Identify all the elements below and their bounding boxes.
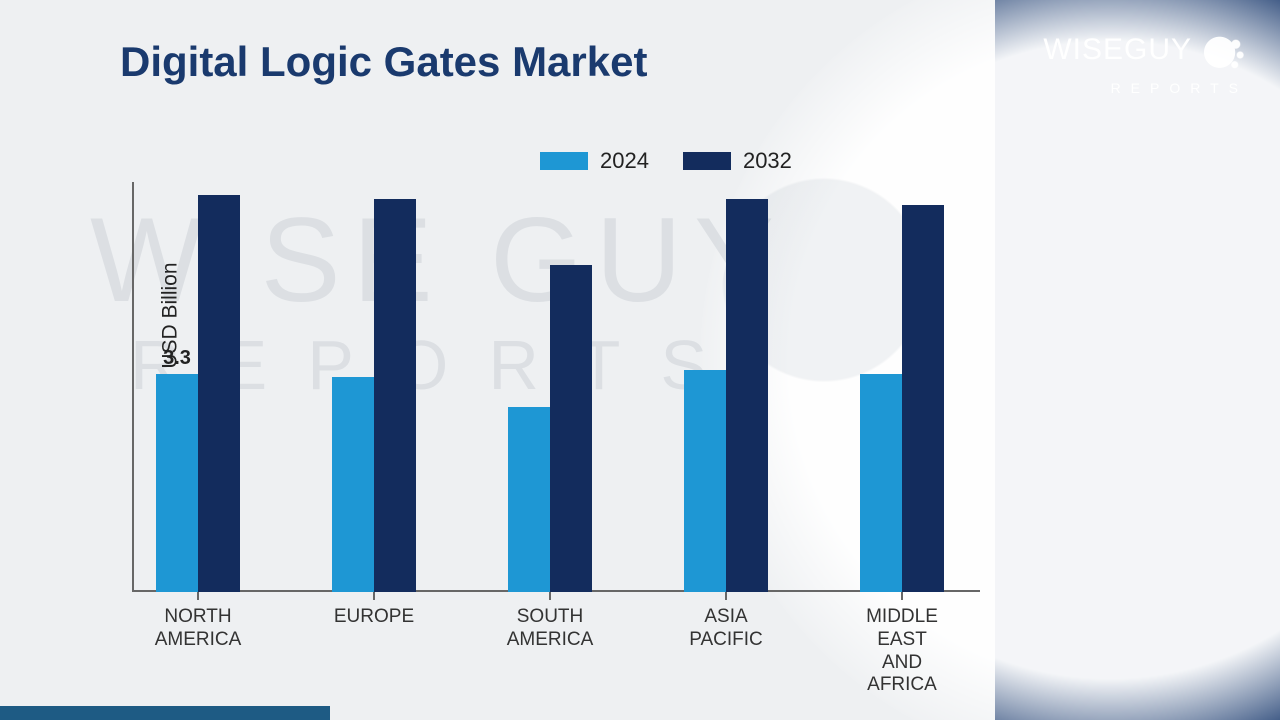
legend-swatch-2024	[540, 152, 588, 170]
bar-value-label: 3.3	[156, 347, 198, 374]
chart-area: Market Size in USD Billion 3.3NORTHAMERI…	[100, 170, 980, 600]
category-label: NORTHAMERICA	[118, 592, 278, 652]
brand-name: WISEGUY	[1043, 33, 1192, 66]
category-label: MIDDLEEASTANDAFRICA	[822, 592, 982, 697]
category-label: ASIAPACIFIC	[646, 592, 806, 652]
bar-series-2032	[550, 265, 592, 592]
chart-legend: 2024 2032	[540, 148, 792, 174]
category-label: EUROPE	[294, 592, 454, 629]
brand-subtitle: REPORTS	[1043, 80, 1252, 96]
bar-series-2032	[902, 205, 944, 592]
chart-canvas: WISE GUYREPORTS Digital Logic Gates Mark…	[0, 0, 1280, 720]
legend-swatch-2032	[683, 152, 731, 170]
bar-series-2024	[508, 407, 550, 592]
brand-logo: WISEGUY REPORTS	[1043, 28, 1252, 96]
legend-item-2024: 2024	[540, 148, 649, 174]
legend-label-2024: 2024	[600, 148, 649, 174]
brand-head-icon	[1198, 28, 1252, 82]
bar-series-2024	[332, 377, 374, 592]
legend-item-2032: 2032	[683, 148, 792, 174]
legend-label-2032: 2032	[743, 148, 792, 174]
bar-series-2024	[684, 370, 726, 592]
category-label: SOUTHAMERICA	[470, 592, 630, 652]
bar-series-2024	[860, 374, 902, 592]
chart-title: Digital Logic Gates Market	[120, 38, 647, 86]
bar-series-2024: 3.3	[156, 374, 198, 592]
bottom-accent-bar	[0, 706, 330, 720]
bar-series-2032	[198, 195, 240, 592]
bar-series-2032	[726, 199, 768, 592]
bar-series-2032	[374, 199, 416, 592]
plot-area: 3.3NORTHAMERICAEUROPESOUTHAMERICAASIAPAC…	[132, 182, 980, 592]
y-axis-line	[132, 182, 134, 592]
